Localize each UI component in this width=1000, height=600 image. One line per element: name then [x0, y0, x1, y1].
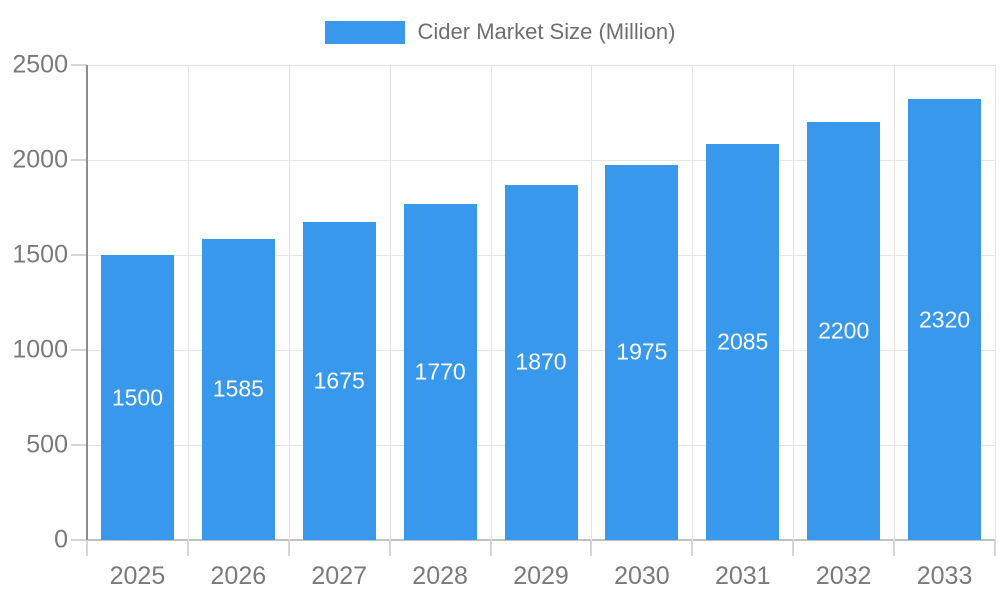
x-axis-tick	[792, 540, 795, 556]
y-axis-tick	[71, 444, 87, 446]
x-gridline	[894, 65, 896, 540]
x-axis-tick	[590, 540, 593, 556]
x-axis-tick	[186, 540, 189, 556]
x-axis-tick	[388, 540, 391, 556]
bar-2027[interactable]	[302, 221, 376, 540]
x-axis-tick-label: 2031	[714, 562, 771, 590]
y-axis-tick	[71, 254, 87, 256]
x-axis-tick	[86, 540, 88, 556]
y-axis-tick-label: 500	[26, 430, 68, 459]
bar-2031[interactable]	[706, 143, 780, 540]
x-axis-tick	[489, 540, 492, 556]
bar-2032[interactable]	[807, 122, 881, 540]
y-axis-tick	[71, 539, 87, 541]
x-axis-tick-label: 2027	[311, 562, 368, 590]
x-axis-tick	[691, 540, 694, 556]
bar-2026[interactable]	[201, 238, 275, 540]
x-gridline	[591, 65, 593, 540]
y-axis-tick-label: 1500	[12, 240, 68, 269]
legend-item[interactable]: Cider Market Size (Million)	[0, 19, 1000, 45]
x-gridline	[793, 65, 795, 540]
x-axis-tick-label: 2030	[614, 562, 670, 590]
x-axis-tick-label: 2028	[412, 562, 468, 590]
x-axis-tick-label: 2032	[815, 562, 872, 590]
x-axis-tick	[893, 540, 896, 556]
x-gridline	[995, 65, 996, 540]
legend-swatch-icon	[324, 20, 405, 44]
x-axis-tick	[287, 540, 290, 556]
x-axis-tick	[994, 540, 996, 556]
y-axis-tick	[71, 159, 87, 161]
x-gridline	[288, 65, 290, 540]
legend-label: Cider Market Size (Million)	[417, 19, 676, 44]
y-axis-tick-label: 2500	[12, 50, 68, 79]
y-axis-tick-label: 0	[54, 525, 68, 554]
bar-2033[interactable]	[908, 99, 982, 540]
y-axis-line	[86, 65, 88, 540]
bar-2030[interactable]	[605, 164, 679, 540]
x-gridline	[490, 65, 492, 540]
x-axis-tick-label: 2025	[109, 562, 166, 590]
x-gridline	[692, 65, 694, 540]
x-gridline	[187, 65, 189, 540]
x-axis-baseline	[87, 539, 995, 541]
bar-2028[interactable]	[403, 203, 477, 540]
x-axis-tick-label: 2029	[513, 562, 569, 590]
y-axis-tick	[71, 64, 87, 66]
y-gridline	[87, 160, 995, 161]
bar-2029[interactable]	[504, 184, 578, 540]
bar-2025[interactable]	[100, 255, 174, 540]
x-axis-tick-label: 2026	[210, 562, 267, 590]
y-axis-tick-label: 1000	[12, 335, 68, 364]
x-axis-tick-label: 2033	[916, 562, 973, 590]
y-axis-tick-label: 2000	[12, 145, 68, 174]
y-gridline	[87, 65, 995, 66]
y-axis-tick	[71, 349, 87, 351]
x-gridline	[389, 65, 391, 540]
